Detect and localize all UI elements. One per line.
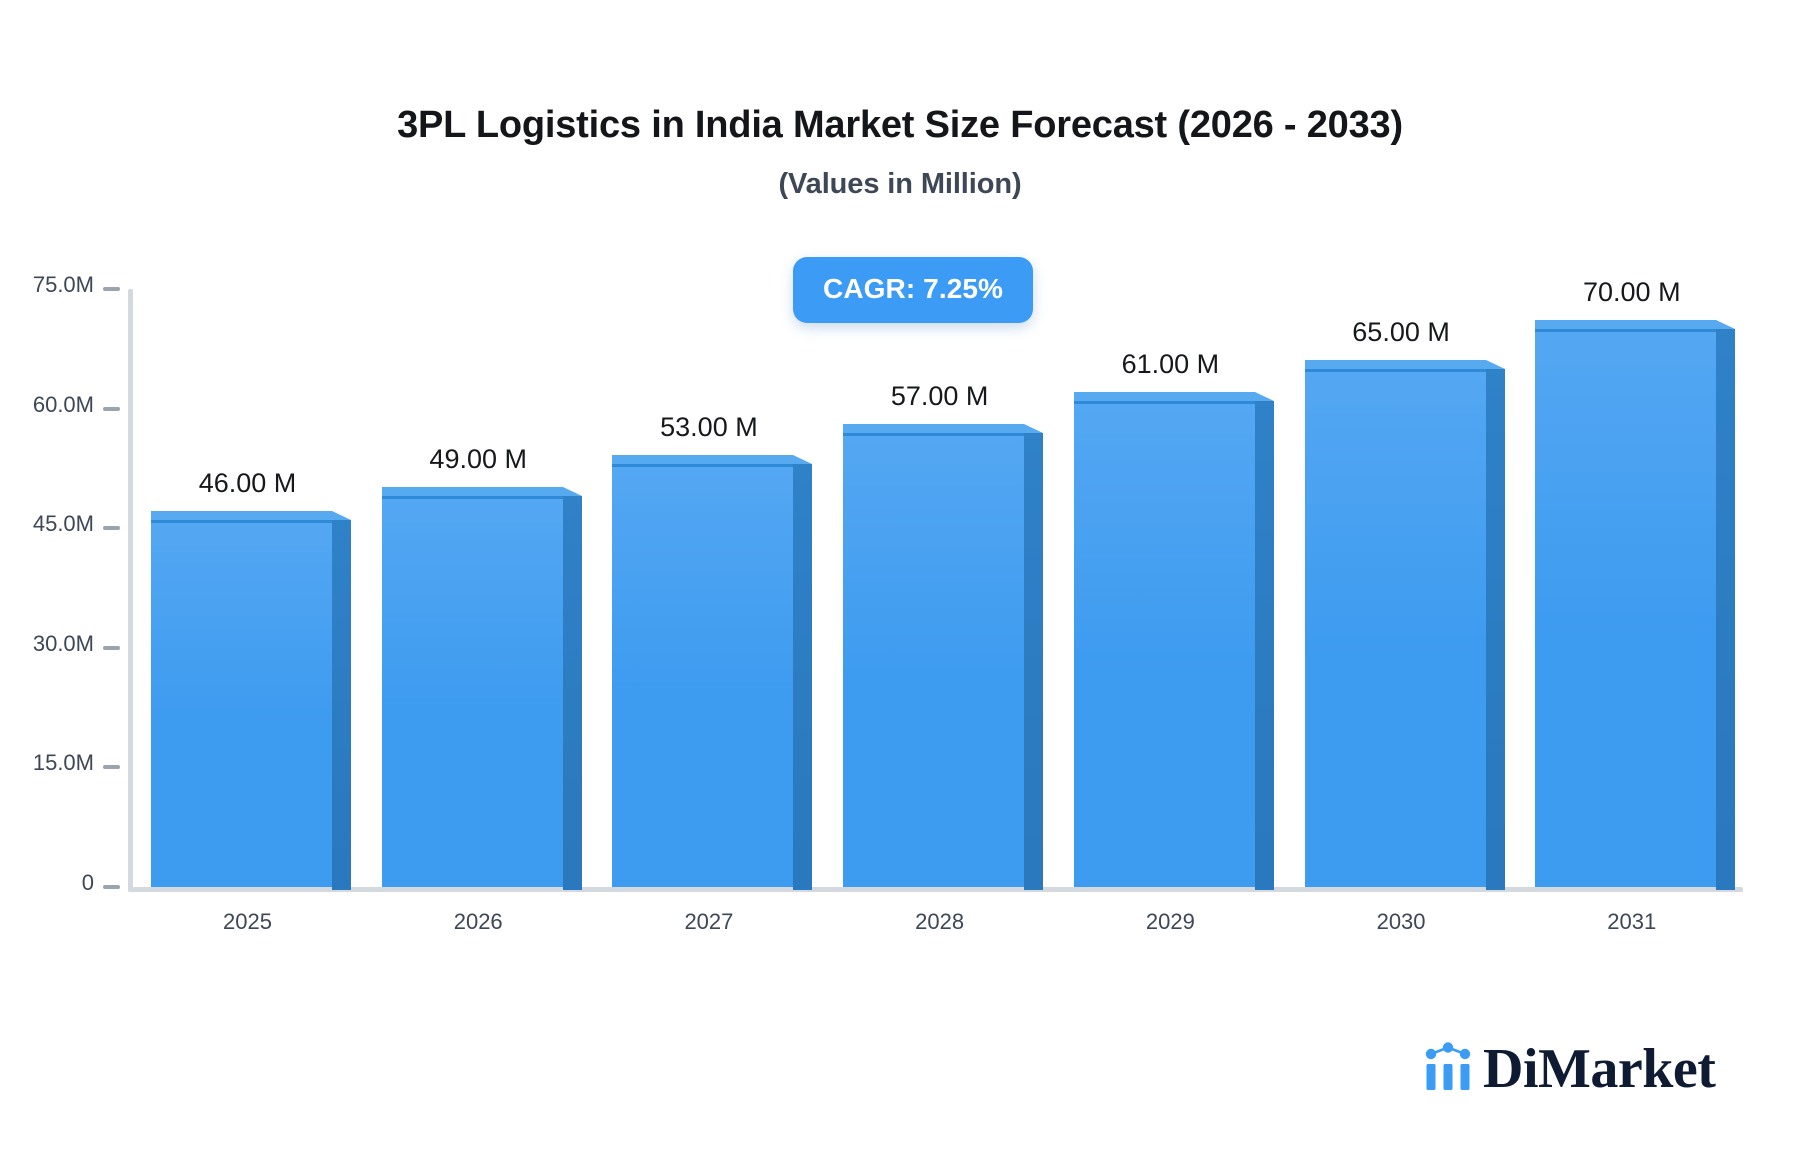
bar-value-label: 61.00 M — [1121, 348, 1220, 379]
y-axis-tick-label: 30.0M — [32, 630, 94, 656]
bar-top-face — [1535, 319, 1736, 329]
bar-front-face — [151, 520, 332, 887]
y-axis-line — [128, 289, 133, 892]
bar-top-face — [151, 511, 351, 521]
bar-top-face — [843, 423, 1044, 433]
bar[interactable] — [151, 511, 351, 890]
bar-value-label: 65.00 M — [1352, 316, 1450, 347]
bar-front-face — [1535, 328, 1717, 887]
x-axis-label: 2026 — [453, 909, 503, 934]
x-axis-label: 2025 — [223, 909, 272, 934]
bar-value-label: 70.00 M — [1583, 276, 1681, 307]
bar-front-face — [1304, 368, 1486, 887]
bar[interactable] — [1073, 391, 1274, 890]
y-axis-tick-label: 0 — [81, 870, 94, 895]
logo-text: DiMarket — [1483, 1038, 1716, 1100]
cagr-badge: CAGR: 7.25% — [793, 257, 1034, 323]
y-axis-tick-mark — [103, 406, 120, 411]
bar-top-face — [1073, 391, 1274, 401]
bar-value-label: 57.00 M — [890, 380, 989, 411]
bar-side-face — [332, 520, 351, 890]
bar-chart-icon — [1425, 1041, 1471, 1097]
bar-top-face — [381, 487, 582, 497]
bar-value-label: 49.00 M — [429, 444, 527, 475]
y-axis-tick-mark — [103, 885, 120, 889]
y-axis-tick-label: 45.0M — [32, 511, 94, 537]
bar[interactable] — [612, 455, 813, 890]
bar-side-face — [1024, 432, 1044, 890]
y-axis-tick-label: 75.0M — [32, 272, 94, 297]
bar-side-face — [1254, 400, 1274, 890]
bar-top-face — [612, 455, 813, 465]
bar-top-face — [1304, 359, 1505, 369]
y-axis-tick-mark — [103, 645, 120, 650]
chart-subtitle: (Values in Million) — [778, 168, 1022, 200]
y-axis-tick-label: 60.0M — [32, 391, 94, 417]
bar-value-label: 46.00 M — [198, 468, 297, 499]
x-axis-label: 2028 — [915, 909, 965, 934]
bar[interactable] — [381, 487, 582, 890]
bar-front-face — [1073, 400, 1255, 887]
x-axis-label: 2031 — [1607, 909, 1657, 934]
bar-front-face — [843, 432, 1025, 887]
bar[interactable] — [843, 423, 1044, 890]
bar-front-face — [381, 496, 563, 887]
bar-side-face — [1716, 328, 1736, 890]
bar[interactable] — [1535, 319, 1736, 890]
bar[interactable] — [1304, 359, 1505, 890]
plot-area: 0 15.0M 30.0M 45.0M 60.0M 75.0M 46.00 M 49.00 … — [33, 272, 1743, 934]
bar-front-face — [612, 464, 794, 887]
y-axis-tick-mark — [103, 287, 120, 291]
x-axis-label: 2030 — [1376, 909, 1426, 934]
bar-side-face — [562, 496, 582, 890]
y-axis-tick-mark — [103, 526, 120, 531]
x-axis-label: 2029 — [1145, 909, 1195, 934]
bar-value-label: 53.00 M — [660, 412, 758, 443]
x-axis-label: 2027 — [684, 909, 734, 934]
y-axis-tick-label: 15.0M — [32, 750, 94, 776]
y-axis-tick-mark — [103, 765, 120, 770]
dimarket-logo: DiMarket — [1425, 1038, 1716, 1100]
bar-side-face — [1485, 368, 1505, 890]
page-title: 3PL Logistics in India Market Size Forec… — [397, 104, 1403, 146]
bar-side-face — [793, 464, 813, 890]
x-axis-line — [128, 887, 1743, 892]
